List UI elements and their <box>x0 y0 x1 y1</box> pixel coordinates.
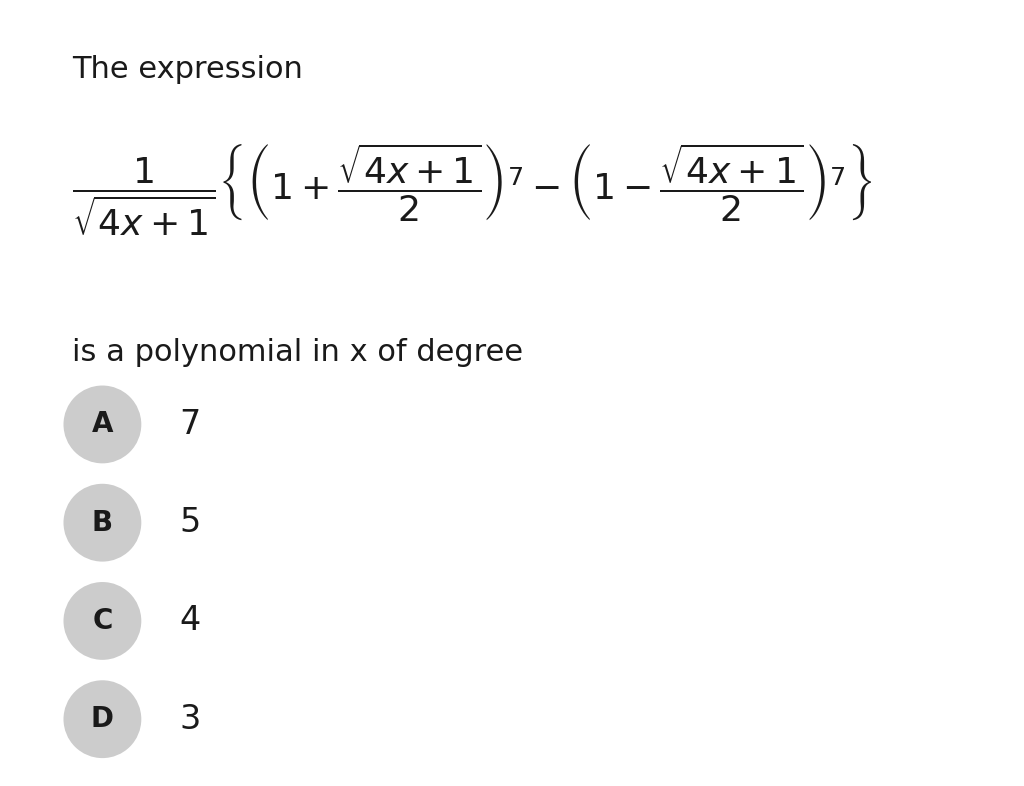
Ellipse shape <box>63 680 141 758</box>
Text: 4: 4 <box>179 604 201 637</box>
Ellipse shape <box>63 385 141 464</box>
Ellipse shape <box>63 582 141 660</box>
Text: $\dfrac{1}{\sqrt{4x+1}}\left\{\left(1+\dfrac{\sqrt{4x+1}}{2}\right)^{7}-\left(1-: $\dfrac{1}{\sqrt{4x+1}}\left\{\left(1+\d… <box>72 141 872 238</box>
Text: A: A <box>92 410 113 439</box>
Text: is a polynomial in x of degree: is a polynomial in x of degree <box>72 338 523 367</box>
Text: 7: 7 <box>179 408 201 441</box>
Text: C: C <box>92 607 113 635</box>
Text: D: D <box>91 705 114 733</box>
Text: 3: 3 <box>179 703 201 736</box>
Text: B: B <box>92 509 113 537</box>
Ellipse shape <box>63 483 141 562</box>
Text: The expression: The expression <box>72 55 302 84</box>
Text: 5: 5 <box>179 506 201 539</box>
